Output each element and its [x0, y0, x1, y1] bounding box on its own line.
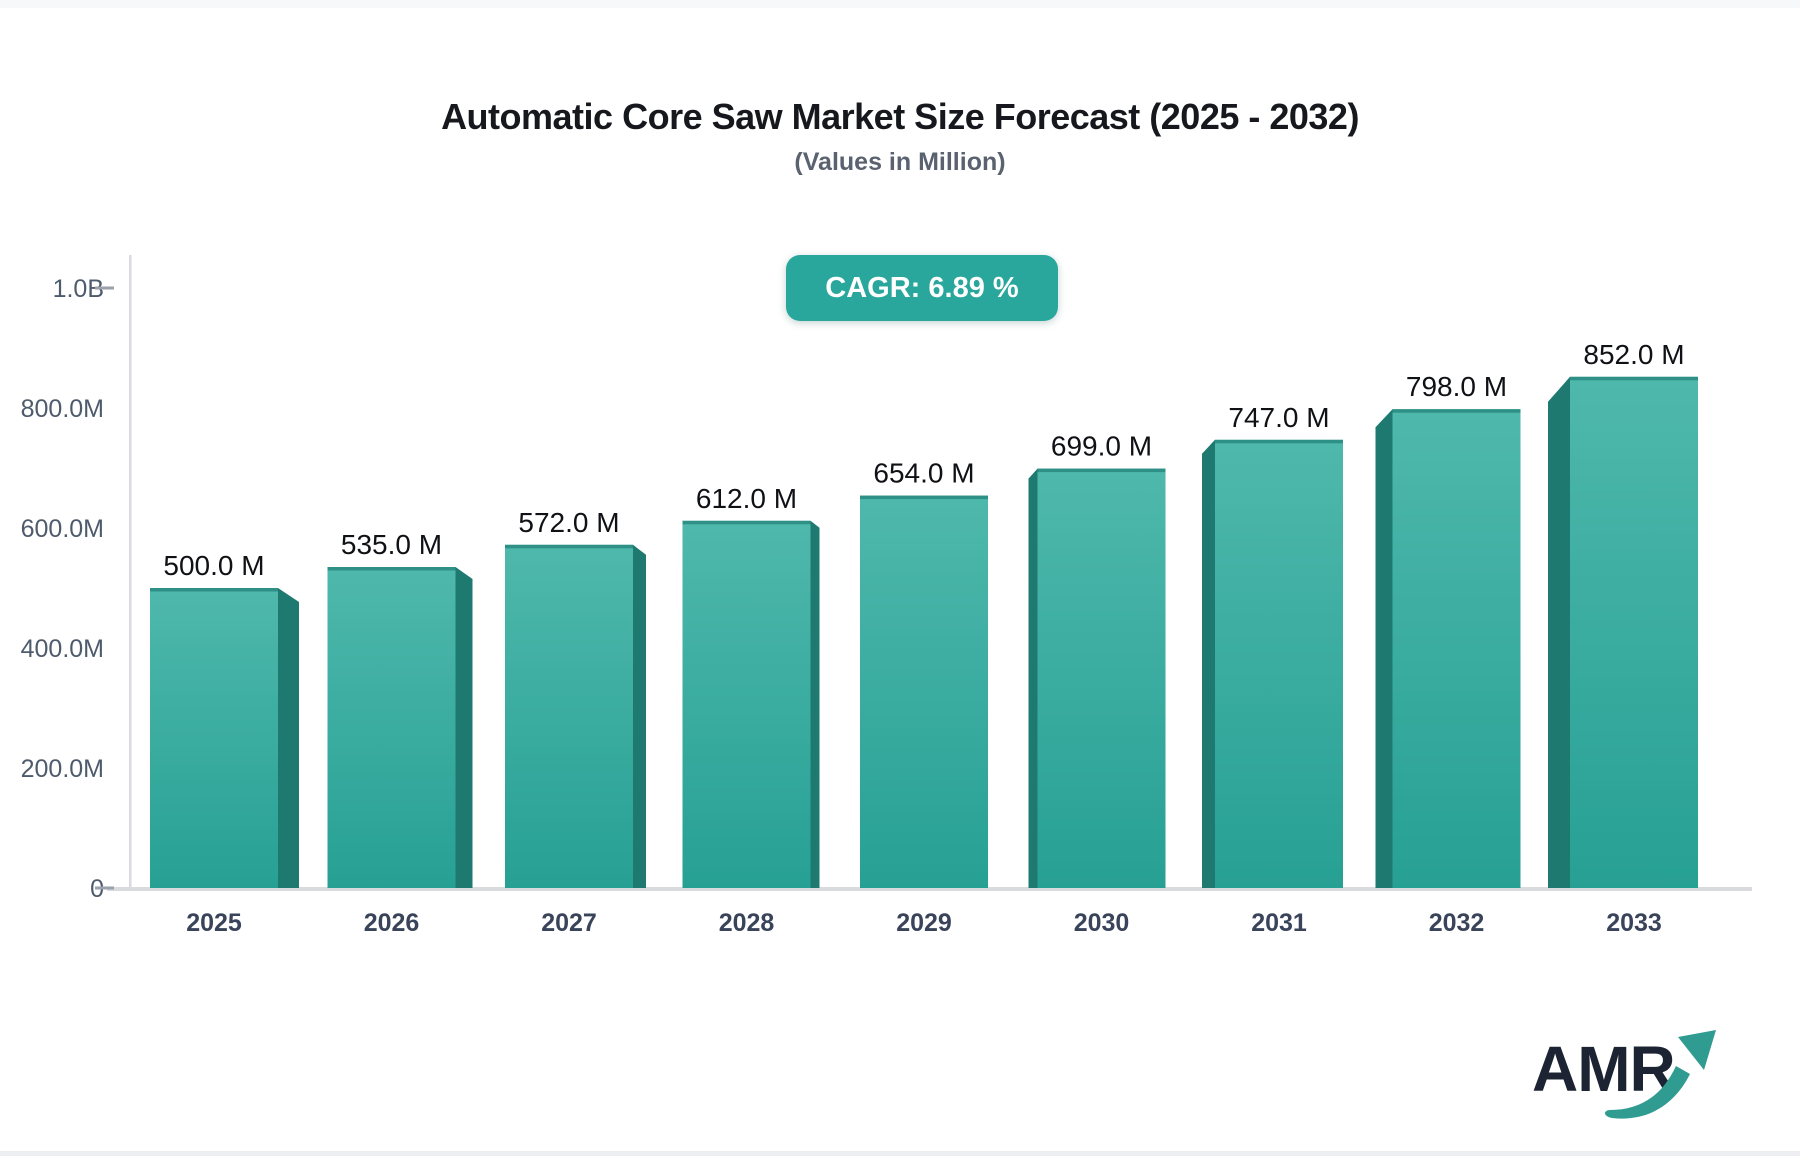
bar-value-label-2032: 798.0 M — [1406, 371, 1507, 402]
bar-value-label-2029: 654.0 M — [873, 458, 974, 489]
bar-value-label-2033: 852.0 M — [1583, 339, 1684, 370]
bar-value-label-2030: 699.0 M — [1051, 431, 1152, 462]
bar-2028 — [682, 520, 811, 888]
bar-2032 — [1392, 409, 1521, 888]
amr-logo-arrow-icon — [1605, 1030, 1716, 1119]
bar-2026 — [327, 567, 456, 888]
x-tick-label-2033: 2033 — [1606, 909, 1662, 937]
x-tick-label-2031: 2031 — [1251, 909, 1307, 937]
bar-top-edge-2032 — [1392, 409, 1521, 413]
bar-top-edge-2033 — [1570, 376, 1698, 381]
bar-top-edge-2026 — [327, 567, 456, 571]
y-tick-label-800.0M: 800.0M — [21, 395, 104, 423]
bottom-edge-strip — [0, 1151, 1800, 1156]
bar-value-label-2026: 535.0 M — [341, 529, 442, 560]
x-axis-line — [107, 887, 1752, 891]
x-tick-label-2026: 2026 — [364, 909, 420, 937]
bar-value-label-2027: 572.0 M — [518, 507, 619, 538]
x-tick-label-2027: 2027 — [541, 909, 597, 937]
bar-value-label-2025: 500.0 M — [163, 550, 264, 581]
x-tick-label-2025: 2025 — [186, 909, 242, 937]
amr-logo: AMR — [1532, 1022, 1722, 1132]
y-tick-mark-1.0B — [95, 286, 114, 290]
bar-2033 — [1570, 376, 1698, 888]
bar-value-label-2031: 747.0 M — [1228, 402, 1329, 433]
bar-top-edge-2029 — [860, 495, 988, 500]
top-edge-strip — [0, 0, 1800, 8]
bar-side-face-2033 — [1548, 376, 1570, 888]
y-tick-label-600.0M: 600.0M — [21, 515, 104, 543]
y-tick-label-400.0M: 400.0M — [21, 635, 104, 663]
bar-2030 — [1037, 468, 1166, 888]
bar-side-face-2028 — [810, 520, 820, 888]
x-tick-label-2028: 2028 — [719, 909, 775, 937]
x-tick-label-2029: 2029 — [896, 909, 952, 937]
bar-top-edge-2028 — [682, 520, 811, 525]
bar-2025 — [150, 588, 278, 888]
bar-side-face-2027 — [633, 544, 646, 888]
y-axis-line — [129, 255, 132, 891]
bar-top-edge-2031 — [1215, 439, 1343, 444]
bar-side-face-2032 — [1375, 409, 1393, 888]
bar-top-edge-2025 — [150, 588, 278, 592]
x-tick-label-2030: 2030 — [1074, 909, 1130, 937]
bar-2027 — [505, 544, 633, 888]
bar-2031 — [1215, 439, 1343, 888]
bar-2029 — [860, 495, 988, 888]
bar-top-edge-2027 — [505, 544, 633, 549]
bar-side-face-2026 — [455, 567, 473, 888]
chart-subtitle: (Values in Million) — [794, 148, 1006, 176]
bar-side-face-2030 — [1028, 468, 1038, 888]
y-tick-label-200.0M: 200.0M — [21, 755, 104, 783]
cagr-badge-label: CAGR: 6.89 % — [825, 271, 1019, 304]
bar-side-face-2025 — [278, 588, 299, 888]
amr-logo-text: AMR — [1532, 1033, 1676, 1105]
bar-side-face-2031 — [1202, 439, 1215, 888]
chart-title: Automatic Core Saw Market Size Forecast … — [441, 96, 1359, 137]
bar-top-edge-2030 — [1037, 468, 1166, 473]
bar-value-label-2028: 612.0 M — [696, 483, 797, 514]
x-tick-label-2032: 2032 — [1429, 909, 1485, 937]
y-tick-mark-0 — [95, 886, 114, 890]
cagr-badge: CAGR: 6.89 % — [786, 255, 1058, 321]
